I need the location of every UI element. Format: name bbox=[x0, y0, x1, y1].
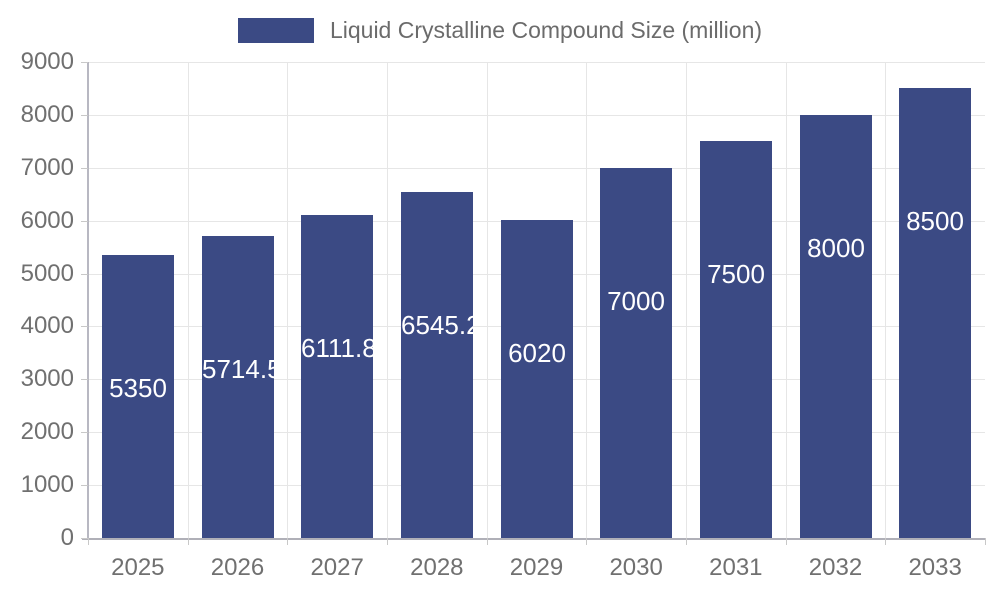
gridline-horizontal bbox=[88, 62, 985, 63]
x-axis-tick-mark bbox=[586, 538, 587, 545]
gridline-vertical bbox=[885, 62, 886, 538]
y-axis-tick-label: 5000 bbox=[20, 259, 74, 287]
x-axis-tick-label: 2030 bbox=[609, 554, 663, 581]
y-axis-tick-mark bbox=[81, 62, 88, 63]
legend-item-label: Liquid Crystalline Compound Size (millio… bbox=[329, 16, 763, 43]
y-axis-tick-label: 8000 bbox=[20, 100, 74, 128]
bar-value-label: 5350 bbox=[109, 373, 167, 404]
x-axis-tick-label: 2027 bbox=[310, 554, 364, 581]
bar[interactable]: 8500 bbox=[899, 88, 971, 538]
bar-value-label: 8000 bbox=[807, 232, 865, 263]
y-axis-tick-label: 6000 bbox=[20, 206, 74, 234]
y-axis-tick-mark bbox=[81, 432, 88, 434]
x-axis-tick-mark bbox=[88, 538, 89, 545]
x-axis-tick-label: 2031 bbox=[709, 554, 763, 581]
gridline-vertical bbox=[188, 62, 189, 538]
gridline-vertical bbox=[586, 62, 587, 538]
bar[interactable]: 6545.26 bbox=[401, 191, 473, 538]
legend-color-swatch bbox=[237, 17, 314, 43]
x-axis-tick-mark bbox=[786, 538, 787, 545]
y-axis-tick-label: 0 bbox=[60, 524, 74, 551]
x-axis-tick-mark bbox=[387, 538, 388, 545]
x-axis-line bbox=[82, 538, 985, 540]
x-axis-tick-label: 2029 bbox=[509, 554, 564, 581]
y-axis-tick-mark bbox=[81, 167, 88, 169]
x-axis-tick-label: 2032 bbox=[808, 554, 863, 581]
y-axis-tick-label: 2000 bbox=[20, 418, 74, 446]
bar-value-label: 7000 bbox=[607, 285, 665, 316]
x-axis-tick-mark bbox=[686, 538, 687, 545]
y-axis-tick-label: 1000 bbox=[20, 471, 74, 499]
x-axis-tick-mark bbox=[487, 538, 488, 545]
legend-entry-liquid-crystalline-compound-size[interactable]: Liquid Crystalline Compound Size (millio… bbox=[237, 16, 763, 43]
bar[interactable]: 8000 bbox=[800, 114, 872, 538]
x-axis-tick-mark bbox=[885, 538, 886, 545]
bar-value-label: 6020 bbox=[508, 337, 566, 368]
y-axis-tick-mark bbox=[81, 538, 88, 539]
plot-area: 5350 5714.56 6111.81 6545.26 6020 7000 7500 800… bbox=[82, 62, 985, 540]
bar-value-label: 6545.26 bbox=[401, 309, 473, 340]
bar[interactable]: 7500 bbox=[700, 141, 772, 538]
y-axis-tick-mark bbox=[81, 326, 88, 328]
x-axis-tick-mark bbox=[287, 538, 288, 545]
bar[interactable]: 7000 bbox=[600, 167, 672, 538]
x-axis-tick-label: 2028 bbox=[410, 554, 464, 581]
y-axis-tick-label: 4000 bbox=[20, 312, 74, 340]
gridline-vertical bbox=[786, 62, 787, 538]
bar-value-label: 8500 bbox=[906, 206, 964, 237]
x-axis-tick-label: 2033 bbox=[908, 554, 962, 581]
x-axis-tick-label: 2025 bbox=[111, 554, 165, 581]
gridline-vertical bbox=[686, 62, 687, 538]
y-axis-line bbox=[87, 62, 89, 540]
bar-value-label: 6111.81 bbox=[301, 332, 373, 363]
bar-value-label: 5714.56 bbox=[202, 353, 274, 384]
x-axis-tick-label: 2026 bbox=[210, 554, 265, 581]
y-axis-tick-mark bbox=[81, 273, 88, 275]
y-axis-tick-label: 9000 bbox=[20, 48, 74, 75]
bar-value-label: 7500 bbox=[707, 259, 765, 290]
y-axis-tick-mark bbox=[81, 220, 88, 222]
y-axis-tick-label: 7000 bbox=[20, 153, 74, 181]
x-axis-tick-mark bbox=[985, 538, 986, 545]
y-axis-tick-mark bbox=[81, 379, 88, 381]
bar[interactable]: 6111.81 bbox=[301, 214, 373, 538]
gridline-vertical bbox=[387, 62, 388, 538]
gridline-horizontal bbox=[88, 114, 985, 116]
bar[interactable]: 5714.56 bbox=[202, 235, 274, 538]
gridline-vertical bbox=[287, 62, 288, 538]
chart-legend: Liquid Crystalline Compound Size (millio… bbox=[0, 10, 1000, 50]
x-axis-tick-mark bbox=[188, 538, 189, 545]
y-axis-tick-mark bbox=[81, 485, 88, 487]
y-axis-tick-label: 3000 bbox=[20, 365, 74, 393]
gridline-horizontal bbox=[88, 167, 985, 169]
bar[interactable]: 5350 bbox=[102, 255, 174, 538]
bar[interactable]: 6020 bbox=[501, 219, 573, 538]
gridline-vertical bbox=[487, 62, 488, 538]
y-axis-tick-mark bbox=[81, 114, 88, 116]
